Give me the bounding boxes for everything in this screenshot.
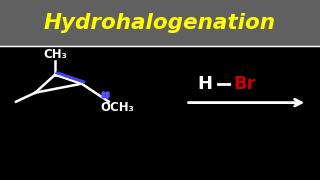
Text: H: H [197,75,212,93]
Text: Br: Br [234,75,256,93]
Text: CH₃: CH₃ [43,48,67,61]
Text: Hydrohalogenation: Hydrohalogenation [44,13,276,33]
Text: OCH₃: OCH₃ [101,101,134,114]
